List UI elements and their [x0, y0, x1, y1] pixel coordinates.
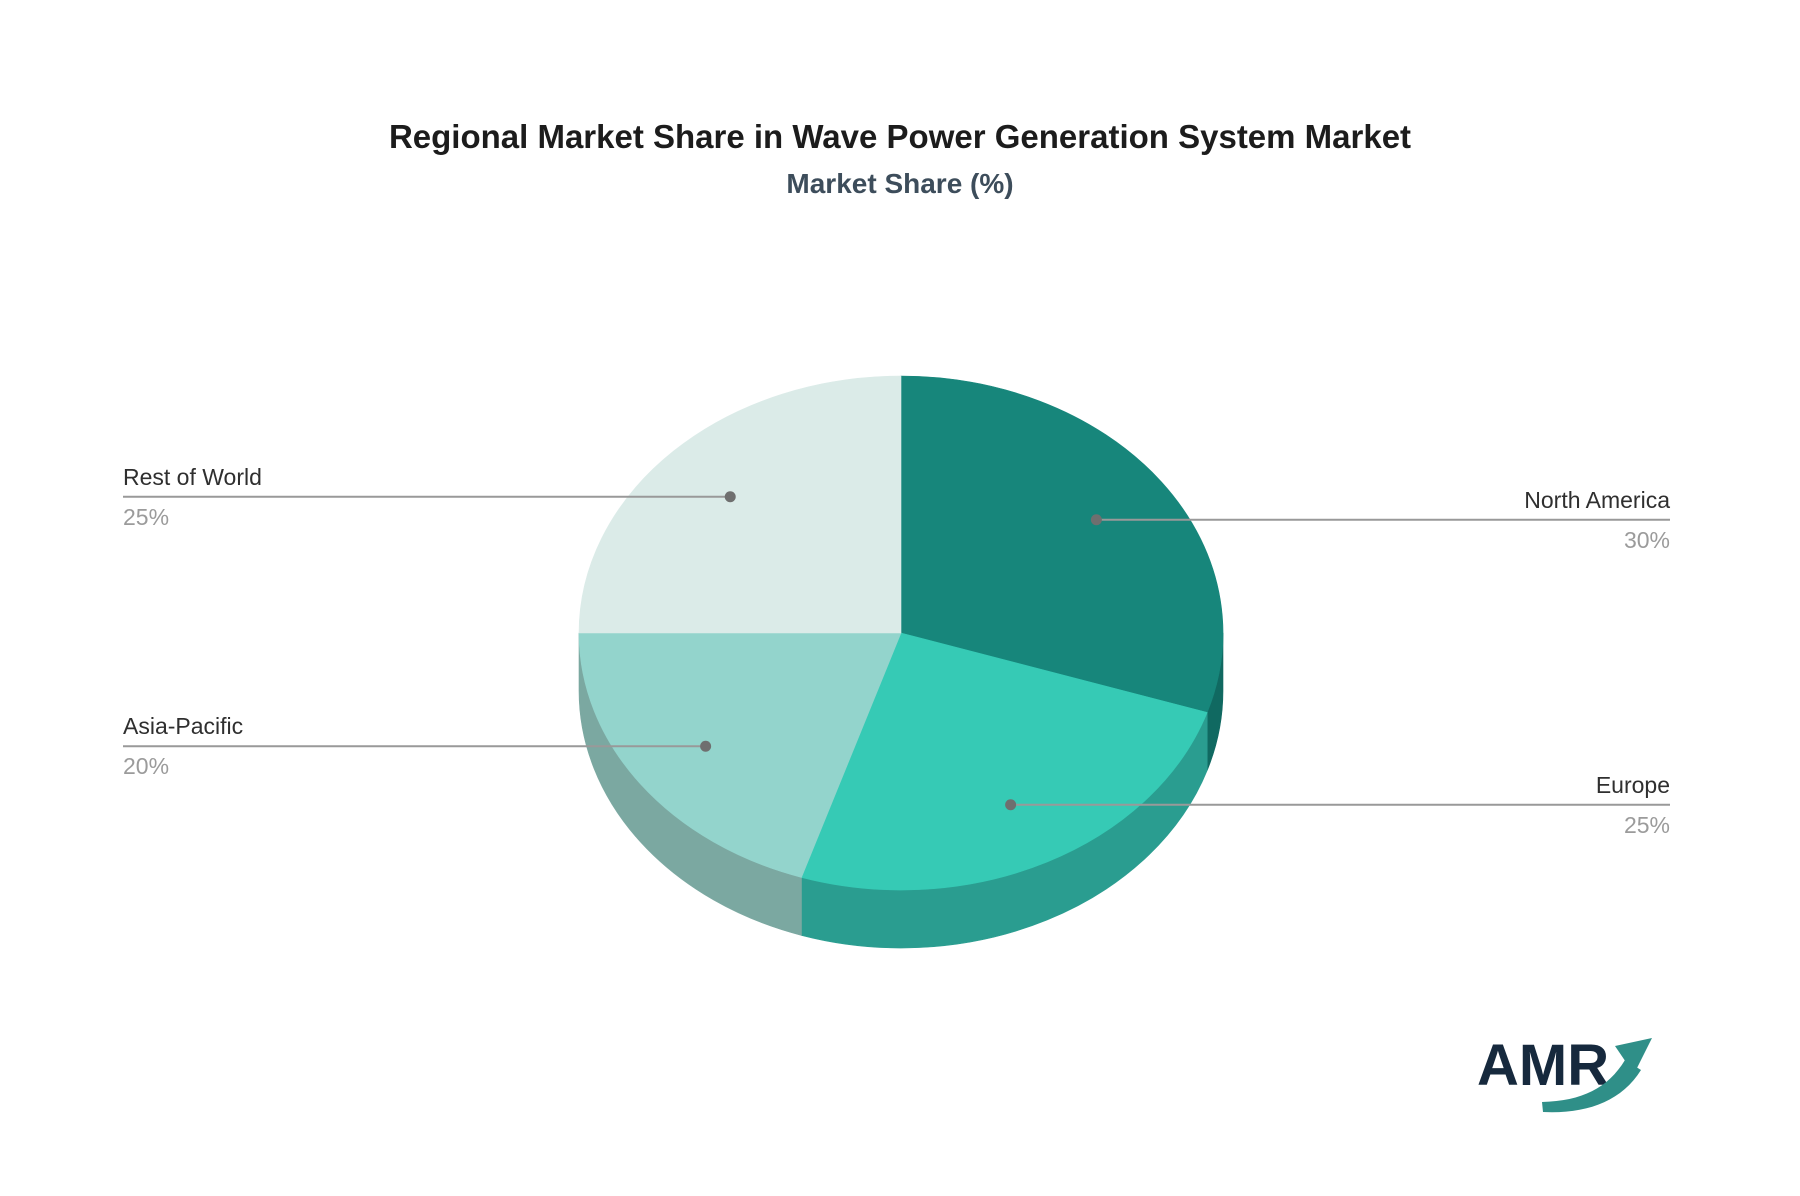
pie-slice-asia-pacific — [578, 632, 902, 878]
slice-label-asia-pacific: Asia-Pacific 20% — [123, 712, 243, 780]
slice-label-value: 25% — [1623, 812, 1670, 838]
amr-logo-text: AMR — [1477, 1033, 1609, 1098]
slice-label-value: 25% — [123, 504, 170, 530]
slice-label-name: Asia-Pacific — [123, 713, 244, 739]
slice-label-north-america: North America 30% — [1524, 486, 1670, 554]
amr-logo-arrow-icon — [1542, 1038, 1652, 1113]
slice-label-name: North America — [1524, 487, 1670, 513]
slice-label-europe: Europe 25% — [1596, 771, 1670, 839]
leader-dot-europe — [1005, 799, 1017, 811]
leader-dot-asia-pacific — [700, 740, 712, 752]
amr-logo: AMR — [1477, 1033, 1652, 1113]
slice-label-name: Rest of World — [123, 464, 262, 490]
chart-subtitle: Market Share (%) — [786, 168, 1014, 199]
slice-label-name: Europe — [1595, 772, 1670, 798]
leader-dot-north-america — [1090, 514, 1102, 526]
pie-slice-north-america — [900, 375, 1224, 713]
pie-slice-europe — [801, 632, 1208, 891]
slice-label-value: 30% — [1623, 527, 1670, 553]
chart-title: Regional Market Share in Wave Power Gene… — [388, 118, 1412, 155]
slice-label-rest-of-world: Rest of World 25% — [123, 463, 262, 531]
pie-slice-rest-of-world — [578, 375, 902, 634]
leader-dot-rest-of-world — [724, 491, 736, 503]
slice-label-value: 20% — [123, 753, 170, 779]
